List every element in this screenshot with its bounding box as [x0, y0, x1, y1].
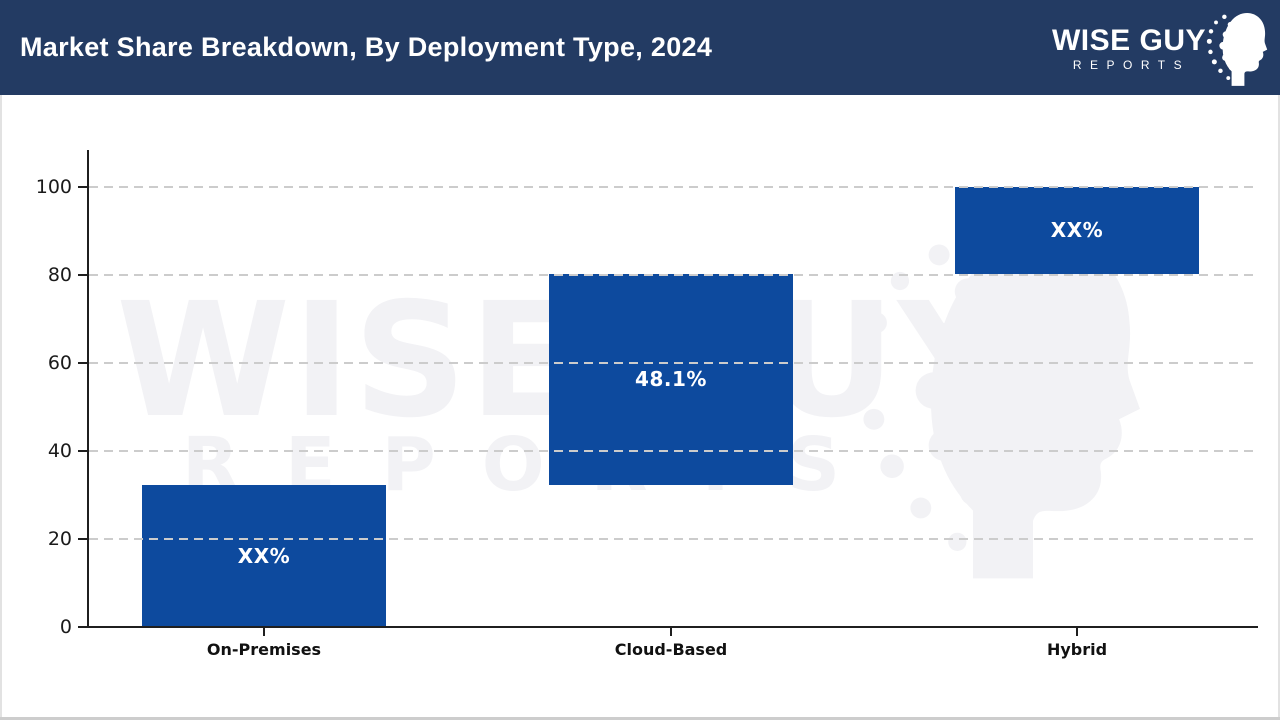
- x-axis-category-label: Cloud-Based: [614, 640, 728, 659]
- bar-value-label: XX%: [237, 544, 291, 569]
- logo-name: WISE GUY: [1051, 23, 1206, 57]
- page-bottom-border: [0, 717, 1280, 720]
- gridline-80: [89, 274, 1256, 276]
- y-axis-tick: [78, 450, 87, 452]
- y-axis-line: [87, 150, 89, 628]
- bar-cloud-based: 48.1%: [549, 273, 793, 486]
- y-axis-tick: [78, 274, 87, 276]
- y-axis-tick-label: 40: [47, 440, 72, 462]
- page-left-border: [0, 95, 2, 720]
- y-axis-tick-label: 0: [59, 616, 72, 638]
- page-right-border: [1278, 95, 1280, 720]
- gridline-100: [89, 186, 1256, 188]
- logo-subtitle: REPORTS: [1072, 57, 1191, 72]
- header-bar: Market Share Breakdown, By Deployment Ty…: [0, 0, 1280, 95]
- bar-value-label: 48.1%: [635, 367, 707, 392]
- y-axis-tick-label: 60: [47, 352, 72, 374]
- y-axis-tick: [78, 538, 87, 540]
- x-axis-tick: [670, 628, 672, 636]
- plot-area: 0 20 40 60 80 100 XX% On-Premises 48.1% Cloud-Bas…: [0, 95, 1280, 720]
- y-axis-tick: [78, 362, 87, 364]
- y-axis-tick-label: 20: [47, 528, 72, 550]
- x-axis-tick: [263, 628, 265, 636]
- y-axis-tick: [78, 626, 87, 628]
- bar-value-label: XX%: [1050, 218, 1104, 243]
- bar-on-premises: XX%: [142, 485, 386, 627]
- head-profile-icon: [1206, 12, 1268, 86]
- bar-hybrid: XX%: [955, 187, 1199, 274]
- x-axis-category-label: On-Premises: [206, 640, 322, 659]
- x-axis-tick: [1076, 628, 1078, 636]
- gridline-60: [89, 362, 1256, 364]
- y-axis-tick-label: 80: [47, 264, 72, 286]
- x-axis-line: [86, 626, 1258, 628]
- gridline-40: [89, 450, 1256, 452]
- logo: WISE GUY REPORTS: [1052, 6, 1270, 90]
- logo-text: WISE GUY REPORTS: [1051, 23, 1206, 72]
- y-axis-tick-label: 100: [35, 176, 72, 198]
- page-title: Market Share Breakdown, By Deployment Ty…: [20, 32, 713, 62]
- watermark-head-profile: [856, 236, 1140, 579]
- y-axis-tick: [78, 186, 87, 188]
- x-axis-category-label: Hybrid: [1046, 640, 1108, 659]
- gridline-20: [89, 538, 1256, 540]
